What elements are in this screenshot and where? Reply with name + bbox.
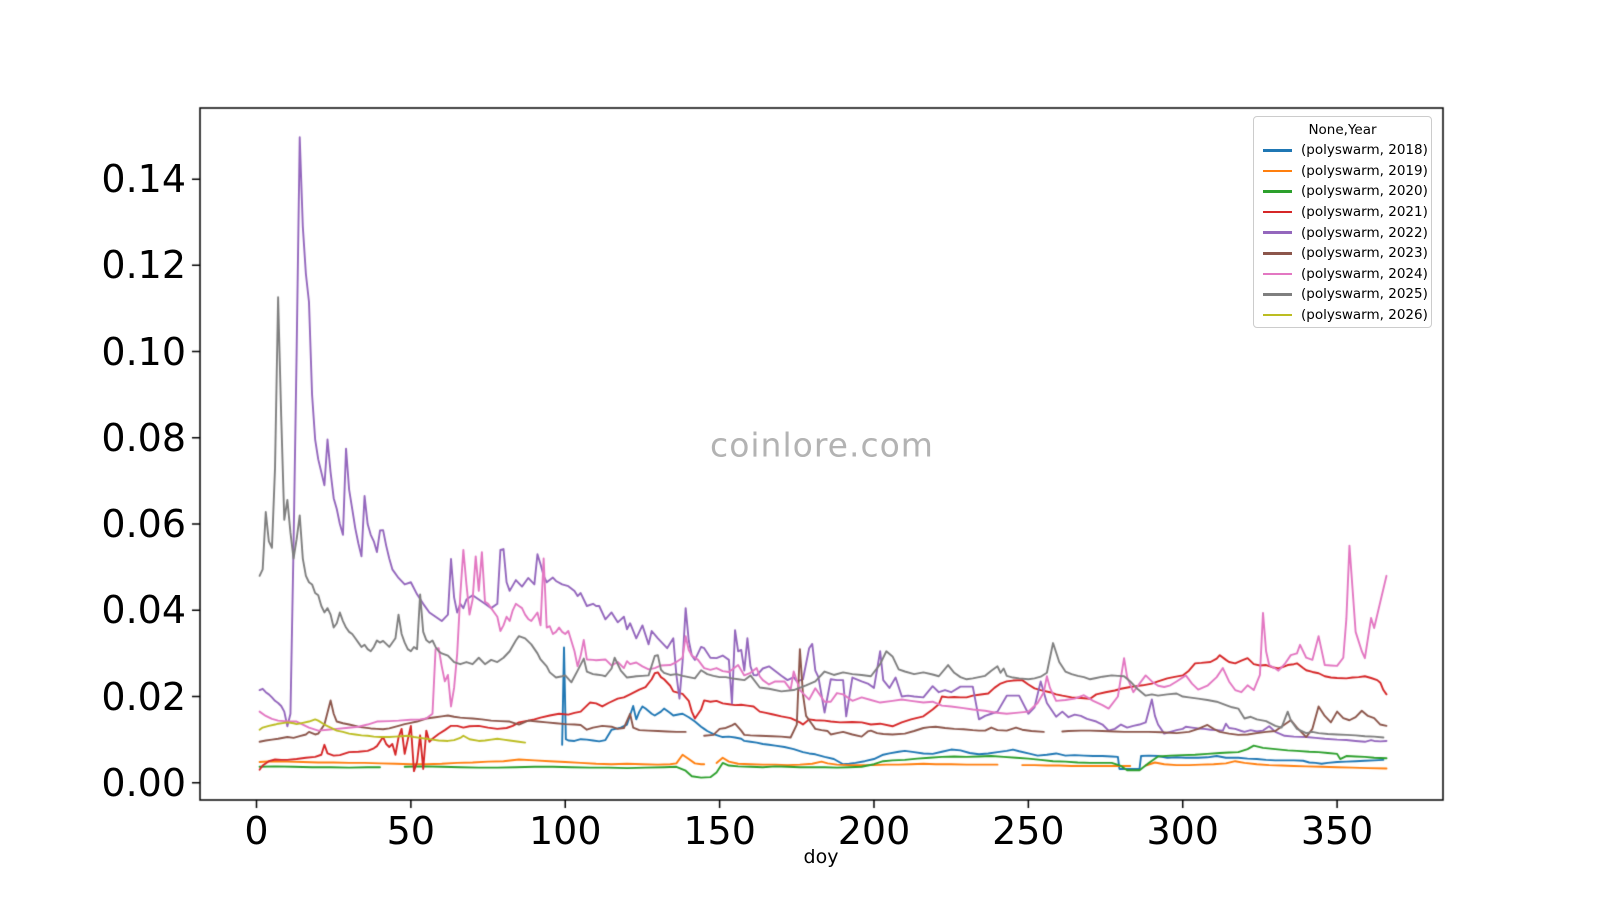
legend-rows: (polyswarm, 2018) (polyswarm, 2019) (polys… xyxy=(1254,140,1431,325)
legend-swatch-line xyxy=(1263,190,1292,193)
legend-item-label: (polyswarm, 2025) xyxy=(1301,286,1428,303)
x-tick-label: 350 xyxy=(1300,809,1374,853)
legend-item: (polyswarm, 2021) xyxy=(1254,202,1431,223)
watermark: coinlore.com xyxy=(710,425,934,465)
legend-swatch-line xyxy=(1263,231,1292,234)
legend-item: (polyswarm, 2019) xyxy=(1254,161,1431,182)
x-tick-label: 200 xyxy=(837,809,911,853)
legend-item: (polyswarm, 2022) xyxy=(1254,222,1431,243)
legend-item-label: (polyswarm, 2022) xyxy=(1301,224,1428,241)
legend-item-label: (polyswarm, 2024) xyxy=(1301,265,1428,282)
legend-item: (polyswarm, 2026) xyxy=(1254,305,1431,326)
legend-item: (polyswarm, 2020) xyxy=(1254,181,1431,202)
y-tick-label: 0.08 xyxy=(101,415,186,460)
legend-item: (polyswarm, 2024) xyxy=(1254,264,1431,285)
y-tick-label: 0.00 xyxy=(101,760,186,805)
legend-swatch-line xyxy=(1263,272,1292,276)
legend-item-label: (polyswarm, 2023) xyxy=(1301,245,1428,262)
x-axis-label: doy xyxy=(803,846,839,868)
legend-title: None,Year xyxy=(1308,122,1377,138)
x-tick-label: 100 xyxy=(528,809,602,853)
legend-swatch-line xyxy=(1263,313,1292,317)
x-tick-label: 150 xyxy=(683,809,756,853)
y-tick-label: 0.02 xyxy=(101,674,186,719)
y-tick-label: 0.06 xyxy=(101,502,186,547)
legend-item-label: (polyswarm, 2026) xyxy=(1301,307,1428,324)
legend-item-label: (polyswarm, 2018) xyxy=(1301,142,1428,159)
legend-swatch-line xyxy=(1263,293,1292,296)
x-tick-label: 250 xyxy=(992,809,1065,853)
x-tick-label: 0 xyxy=(244,809,269,853)
x-tick-label: 50 xyxy=(386,809,436,853)
legend-swatch-line xyxy=(1263,210,1292,214)
y-tick-label: 0.10 xyxy=(101,329,186,374)
x-tick-label: 300 xyxy=(1146,809,1219,853)
legend-item: (polyswarm, 2025) xyxy=(1254,284,1431,305)
y-tick-label: 0.12 xyxy=(101,243,186,288)
legend-swatch-line xyxy=(1263,252,1292,255)
legend-item: (polyswarm, 2018) xyxy=(1254,140,1431,161)
legend-item: (polyswarm, 2023) xyxy=(1254,243,1431,264)
y-tick-label: 0.14 xyxy=(101,157,186,202)
legend-swatch-line xyxy=(1263,169,1292,173)
legend-item-label: (polyswarm, 2019) xyxy=(1301,162,1428,179)
legend-swatch-line xyxy=(1263,149,1292,152)
legend: None,Year (polyswarm, 2018) (polyswarm, 2… xyxy=(1253,116,1432,328)
y-tick-label: 0.04 xyxy=(101,588,186,633)
legend-item-label: (polyswarm, 2020) xyxy=(1301,183,1428,200)
legend-item-label: (polyswarm, 2021) xyxy=(1301,204,1428,221)
